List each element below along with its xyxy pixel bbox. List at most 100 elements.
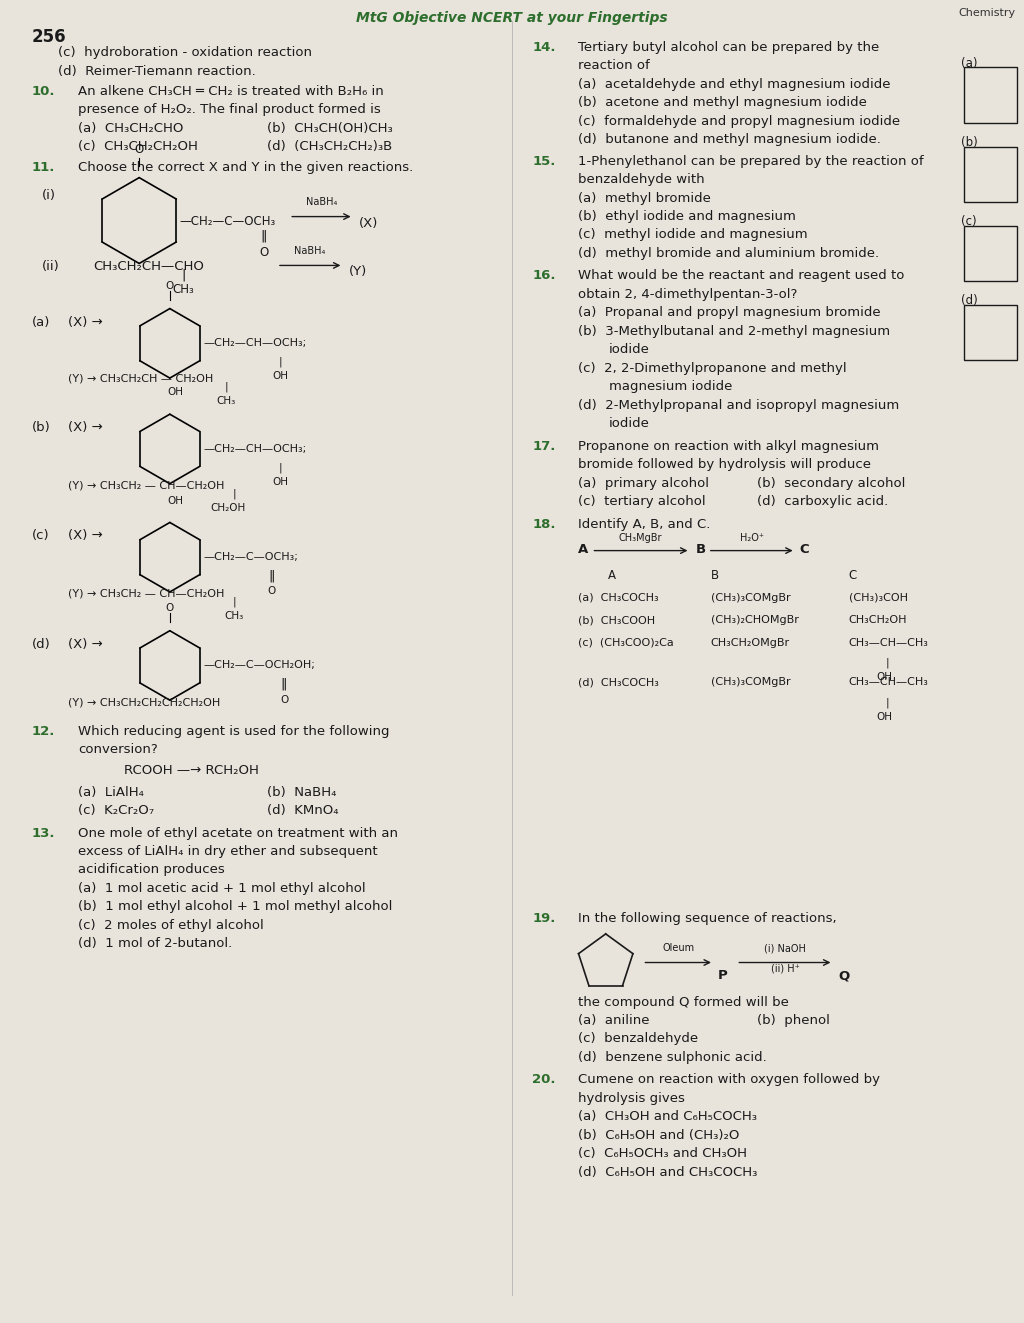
Text: CH₃MgBr: CH₃MgBr <box>618 533 663 542</box>
Text: O: O <box>134 143 143 156</box>
Text: (d)  methyl bromide and aluminium bromide.: (d) methyl bromide and aluminium bromide… <box>579 247 880 259</box>
Text: One mole of ethyl acetate on treatment with an: One mole of ethyl acetate on treatment w… <box>78 827 398 840</box>
Text: P: P <box>718 970 728 982</box>
Text: presence of H₂O₂. The final product formed is: presence of H₂O₂. The final product form… <box>78 103 381 116</box>
Text: (b)  ethyl iodide and magnesium: (b) ethyl iodide and magnesium <box>579 210 796 224</box>
Text: (b)  acetone and methyl magnesium iodide: (b) acetone and methyl magnesium iodide <box>579 97 867 110</box>
Text: acidification produces: acidification produces <box>78 864 224 877</box>
Text: A: A <box>579 542 589 556</box>
Text: (X) →: (X) → <box>68 421 102 434</box>
Text: (d)  (CH₃CH₂CH₂)₃B: (d) (CH₃CH₂CH₂)₃B <box>267 140 392 153</box>
Text: Cumene on reaction with oxygen followed by: Cumene on reaction with oxygen followed … <box>579 1073 881 1086</box>
Text: OH: OH <box>877 672 892 683</box>
Text: OH: OH <box>272 370 288 381</box>
Text: B: B <box>695 542 706 556</box>
Text: ‖: ‖ <box>281 677 288 691</box>
Text: O: O <box>259 246 268 258</box>
Text: (d)  benzene sulphonic acid.: (d) benzene sulphonic acid. <box>579 1050 767 1064</box>
Text: 1-Phenylethanol can be prepared by the reaction of: 1-Phenylethanol can be prepared by the r… <box>579 155 924 168</box>
Text: (a)  acetaldehyde and ethyl magnesium iodide: (a) acetaldehyde and ethyl magnesium iod… <box>579 78 891 91</box>
Text: 11.: 11. <box>32 161 55 175</box>
Text: OH: OH <box>877 712 892 721</box>
Text: (d)  C₆H₅OH and CH₃COCH₃: (d) C₆H₅OH and CH₃COCH₃ <box>579 1166 758 1179</box>
Text: conversion?: conversion? <box>78 744 158 757</box>
Text: (b): (b) <box>32 421 51 434</box>
Text: CH₃: CH₃ <box>172 283 194 295</box>
Text: 14.: 14. <box>532 41 556 54</box>
Text: Q: Q <box>839 970 850 982</box>
Text: (c)  hydroboration - oxidation reaction: (c) hydroboration - oxidation reaction <box>57 46 311 60</box>
Text: (b)  CH₃CH(OH)CH₃: (b) CH₃CH(OH)CH₃ <box>267 122 392 135</box>
Text: 18.: 18. <box>532 517 556 531</box>
Text: (c)  C₆H₅OCH₃ and CH₃OH: (c) C₆H₅OCH₃ and CH₃OH <box>579 1147 748 1160</box>
Text: (c): (c) <box>961 216 977 229</box>
Text: —CH₂—C—OCH₂OH;: —CH₂—C—OCH₂OH; <box>204 660 315 671</box>
Text: 16.: 16. <box>532 270 556 282</box>
Text: CH₃—CH—CH₃: CH₃—CH—CH₃ <box>849 677 929 688</box>
Text: (b): (b) <box>961 136 978 149</box>
Text: ‖: ‖ <box>268 569 275 582</box>
Text: magnesium iodide: magnesium iodide <box>609 380 732 393</box>
Text: 10.: 10. <box>32 85 55 98</box>
Text: benzaldehyde with: benzaldehyde with <box>579 173 705 187</box>
Text: (Y) → CH₃CH₂ — CH—CH₂OH: (Y) → CH₃CH₂ — CH—CH₂OH <box>68 480 224 491</box>
Text: O: O <box>166 603 174 613</box>
Text: reaction of: reaction of <box>579 60 650 73</box>
Text: |: | <box>224 381 227 392</box>
Text: (CH₃)₂CHOMgBr: (CH₃)₂CHOMgBr <box>711 615 799 626</box>
Text: excess of LiAlH₄ in dry ether and subsequent: excess of LiAlH₄ in dry ether and subseq… <box>78 845 378 859</box>
Text: (b)  3-Methylbutanal and 2-methyl magnesium: (b) 3-Methylbutanal and 2-methyl magnesi… <box>579 325 890 337</box>
Text: CH₃CH₂OH: CH₃CH₂OH <box>849 615 907 626</box>
Text: 19.: 19. <box>532 913 556 925</box>
Text: CH₃CH₂CH—CHO: CH₃CH₂CH—CHO <box>93 261 204 273</box>
Text: What would be the reactant and reagent used to: What would be the reactant and reagent u… <box>579 270 904 282</box>
Text: (ii) H⁺: (ii) H⁺ <box>771 964 800 974</box>
Text: (a)  1 mol acetic acid + 1 mol ethyl alcohol: (a) 1 mol acetic acid + 1 mol ethyl alco… <box>78 882 366 894</box>
Text: C: C <box>800 542 809 556</box>
Text: (CH₃)₃COH: (CH₃)₃COH <box>849 593 907 603</box>
Text: 256: 256 <box>32 28 67 46</box>
Text: (b)  secondary alcohol: (b) secondary alcohol <box>757 476 905 490</box>
Text: (c)  K₂Cr₂O₇: (c) K₂Cr₂O₇ <box>78 804 154 818</box>
Text: (c): (c) <box>32 529 49 542</box>
Text: (i): (i) <box>42 189 56 202</box>
Text: H₂O⁺: H₂O⁺ <box>739 533 764 542</box>
Text: (a)  aniline: (a) aniline <box>579 1013 649 1027</box>
Text: (c)  tertiary alcohol: (c) tertiary alcohol <box>579 495 706 508</box>
Text: (c)  (CH₃COO)₂Ca: (c) (CH₃COO)₂Ca <box>579 638 674 648</box>
Text: CH₃: CH₃ <box>216 396 236 406</box>
Text: (a)  methyl bromide: (a) methyl bromide <box>579 192 711 205</box>
Text: A: A <box>579 569 616 582</box>
Text: (X): (X) <box>358 217 378 230</box>
Text: Propanone on reaction with alkyl magnesium: Propanone on reaction with alkyl magnesi… <box>579 439 880 452</box>
Text: (c)  CH₃CH₂CH₂OH: (c) CH₃CH₂CH₂OH <box>78 140 198 153</box>
Text: obtain 2, 4-dimethylpentan-3-ol?: obtain 2, 4-dimethylpentan-3-ol? <box>579 288 798 300</box>
Text: CH₂OH: CH₂OH <box>210 503 246 513</box>
Text: B: B <box>711 569 719 582</box>
Text: iodide: iodide <box>609 344 649 356</box>
Text: (d)  2-Methylpropanal and isopropyl magnesium: (d) 2-Methylpropanal and isopropyl magne… <box>579 398 899 411</box>
Text: —CH₂—CH—OCH₃;: —CH₂—CH—OCH₃; <box>204 339 307 348</box>
Text: 17.: 17. <box>532 439 556 452</box>
Text: the compound Q formed will be: the compound Q formed will be <box>579 995 790 1008</box>
Text: |: | <box>181 269 185 280</box>
Text: 15.: 15. <box>532 155 556 168</box>
Text: (a)  LiAlH₄: (a) LiAlH₄ <box>78 786 143 799</box>
Text: OH: OH <box>168 496 183 505</box>
Text: (Y) → CH₃CH₂CH₂CH₂CH₂OH: (Y) → CH₃CH₂CH₂CH₂CH₂OH <box>68 697 220 708</box>
Text: (d)  KMnO₄: (d) KMnO₄ <box>267 804 338 818</box>
Text: |: | <box>279 356 282 366</box>
Text: (a)  CH₃CH₂CHO: (a) CH₃CH₂CHO <box>78 122 183 135</box>
Text: Choose the correct X and Y in the given reactions.: Choose the correct X and Y in the given … <box>78 161 414 175</box>
Text: Chemistry: Chemistry <box>957 8 1015 19</box>
Text: (ii): (ii) <box>42 261 60 273</box>
Text: (a)  Propanal and propyl magnesium bromide: (a) Propanal and propyl magnesium bromid… <box>579 307 881 319</box>
Text: (d)  1 mol of 2-butanol.: (d) 1 mol of 2-butanol. <box>78 938 232 950</box>
Text: (b)  phenol: (b) phenol <box>757 1013 829 1027</box>
Text: (c)  2, 2-Dimethylpropanone and methyl: (c) 2, 2-Dimethylpropanone and methyl <box>579 361 847 374</box>
Text: |: | <box>232 488 236 499</box>
Text: —CH₂—C—OCH₃;: —CH₂—C—OCH₃; <box>204 552 298 562</box>
Text: (X) →: (X) → <box>68 316 102 328</box>
Text: (Y) → CH₃CH₂CH — CH₂OH: (Y) → CH₃CH₂CH — CH₂OH <box>68 373 213 384</box>
Text: (Y): (Y) <box>348 266 367 278</box>
